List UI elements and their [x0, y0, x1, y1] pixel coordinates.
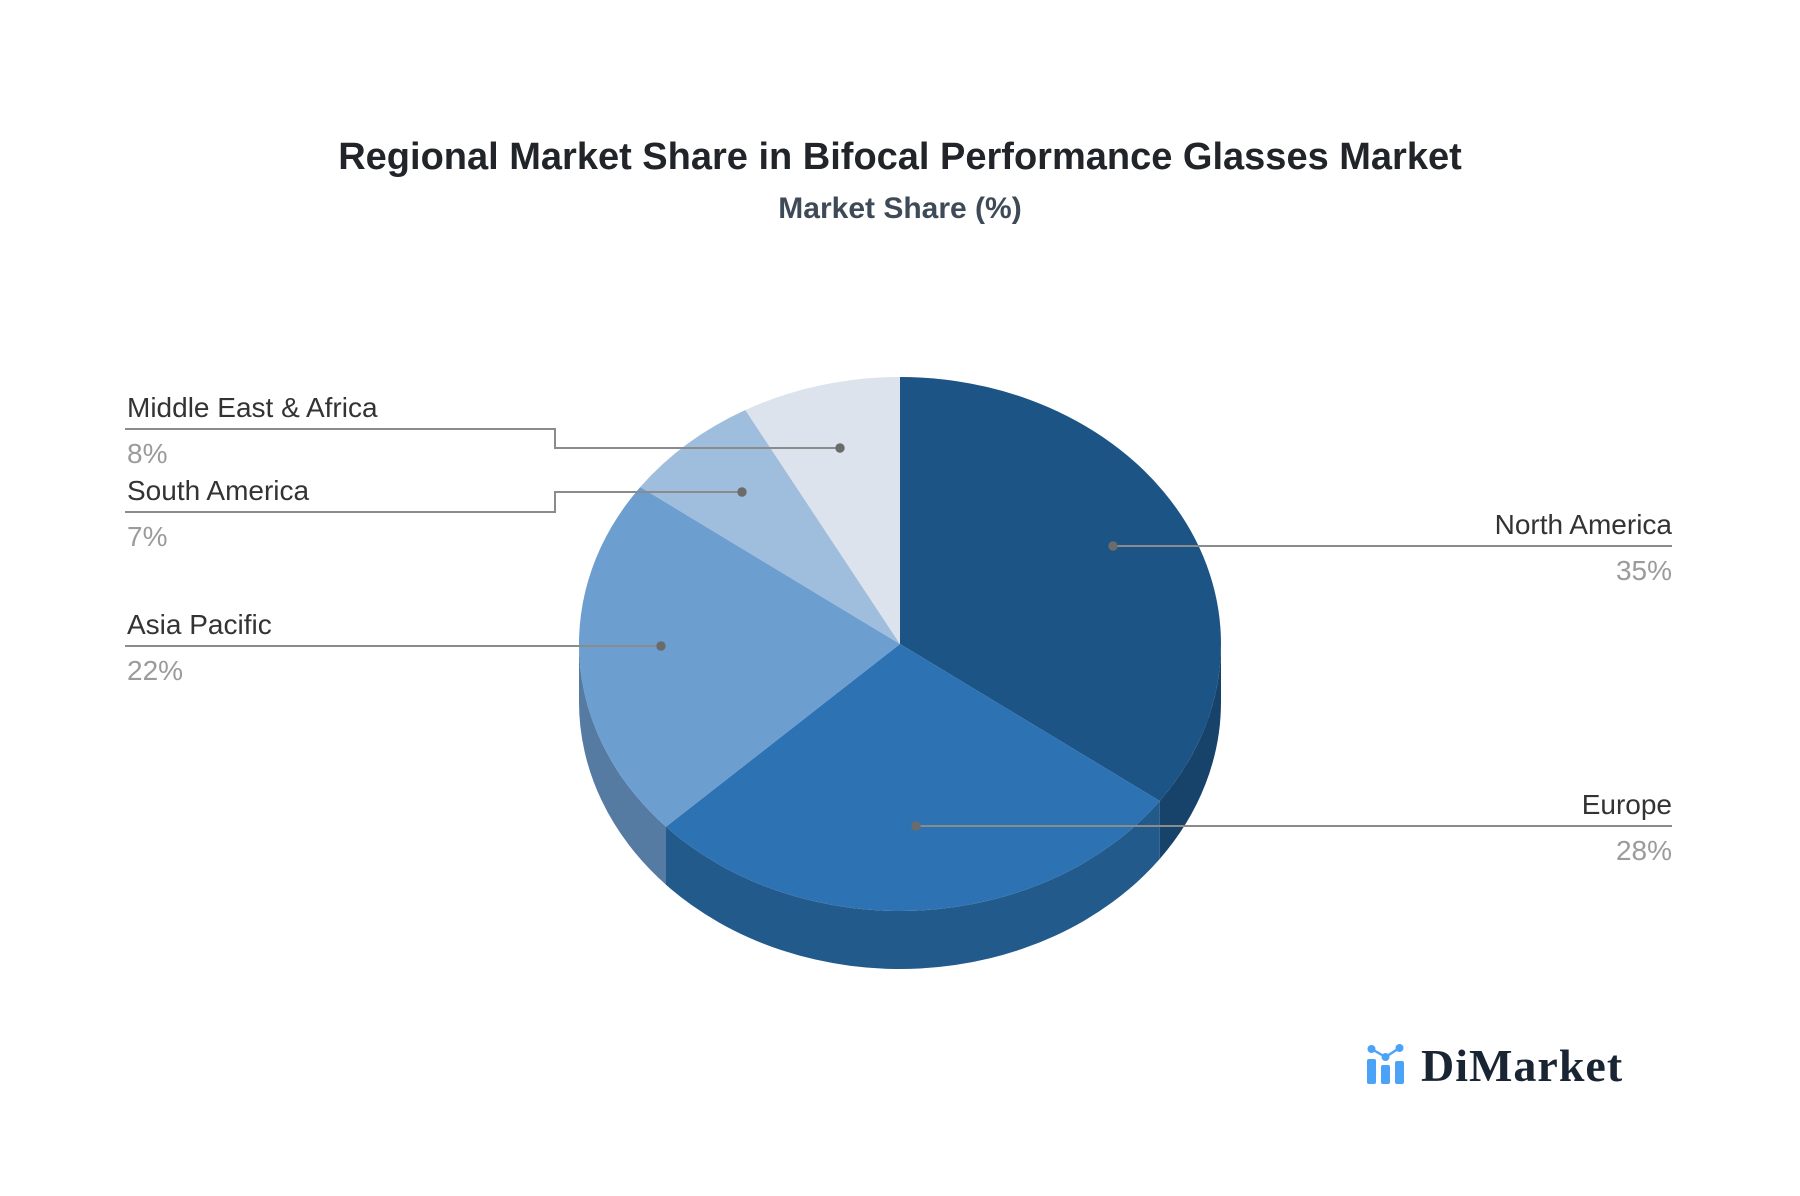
slice-label-north-america: North America [1494, 509, 1672, 540]
chart-subtitle: Market Share (%) [778, 192, 1022, 225]
brand-logo: DiMarket [1363, 1040, 1623, 1092]
slice-pct-asia-pacific: 22% [127, 655, 184, 686]
chart-title: Regional Market Share in Bifocal Perform… [338, 136, 1462, 178]
slice-pct-middle-east-africa: 8% [127, 438, 168, 469]
bar-chart-logo-icon [1367, 1044, 1404, 1084]
slice-pct-north-america: 35% [1615, 555, 1672, 586]
slice-label-middle-east-africa: Middle East & Africa [127, 392, 378, 423]
slice-label-europe: Europe [1581, 789, 1672, 820]
slice-pct-europe: 28% [1615, 835, 1672, 866]
slice-pct-south-america: 7% [127, 521, 168, 552]
slice-label-asia-pacific: Asia Pacific [127, 609, 272, 640]
slice-label-south-america: South America [127, 475, 310, 506]
brand-logo-text: DiMarket [1421, 1040, 1624, 1091]
